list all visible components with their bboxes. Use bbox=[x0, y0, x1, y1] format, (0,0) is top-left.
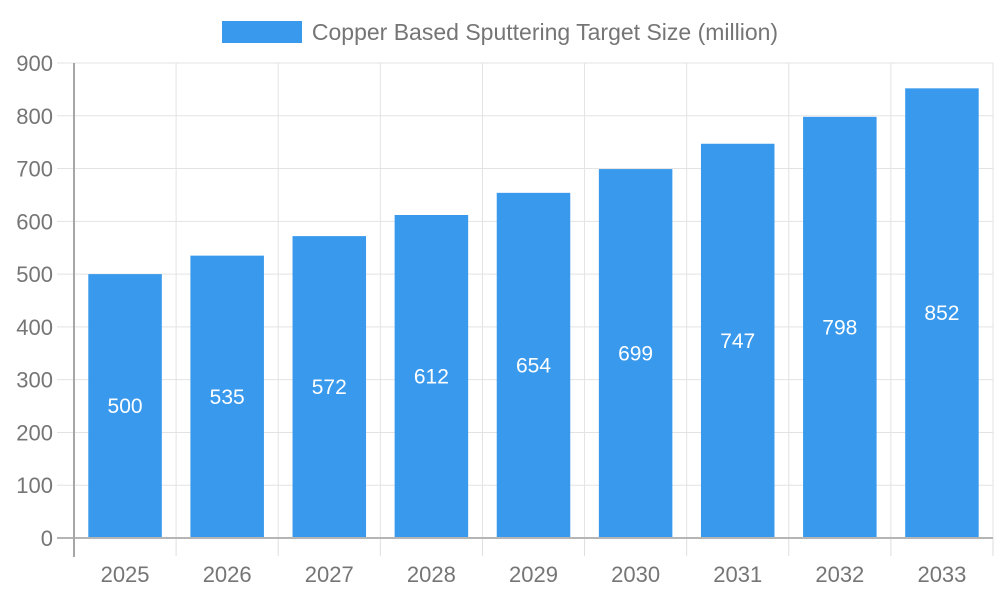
bar-2028[interactable] bbox=[394, 215, 469, 538]
bar-value-label: 500 bbox=[108, 395, 143, 418]
bar-value-label: 612 bbox=[414, 366, 449, 389]
bar-2033[interactable] bbox=[905, 88, 979, 538]
y-tick-label: 0 bbox=[41, 526, 53, 551]
y-tick-label: 200 bbox=[16, 420, 53, 445]
bar-2027[interactable] bbox=[292, 236, 367, 538]
y-tick-label: 800 bbox=[16, 104, 53, 129]
bar-value-label: 572 bbox=[312, 376, 347, 399]
bar-2031[interactable] bbox=[700, 143, 775, 538]
y-tick-label: 500 bbox=[16, 262, 53, 287]
y-tick-label: 300 bbox=[16, 368, 53, 393]
x-tick-label: 2029 bbox=[509, 562, 558, 587]
x-tick-label: 2032 bbox=[815, 562, 864, 587]
bar-value-label: 798 bbox=[822, 316, 857, 339]
x-tick-label: 2027 bbox=[305, 562, 354, 587]
y-tick-label: 400 bbox=[16, 315, 53, 340]
bar-2026[interactable] bbox=[190, 255, 264, 538]
bar-2029[interactable] bbox=[496, 192, 571, 539]
legend-color-swatch bbox=[221, 21, 302, 43]
x-tick-label: 2028 bbox=[407, 562, 456, 587]
bar-2025[interactable] bbox=[88, 274, 162, 538]
x-tick-label: 2025 bbox=[101, 562, 150, 587]
bar-value-label: 852 bbox=[924, 302, 959, 325]
x-tick-label: 2033 bbox=[917, 562, 966, 587]
y-tick-label: 600 bbox=[16, 209, 53, 234]
bar-2032[interactable] bbox=[803, 116, 877, 538]
bar-value-label: 699 bbox=[618, 343, 653, 366]
y-tick-label: 100 bbox=[16, 473, 53, 498]
bar-value-label: 747 bbox=[720, 330, 755, 353]
bar-2030[interactable] bbox=[598, 169, 673, 539]
chart-legend[interactable]: Copper Based Sputtering Target Size (mil… bbox=[0, 19, 1000, 45]
y-tick-label: 700 bbox=[16, 157, 53, 182]
legend-series-label: Copper Based Sputtering Target Size (mil… bbox=[311, 19, 779, 45]
x-tick-label: 2030 bbox=[611, 562, 660, 587]
x-tick-label: 2031 bbox=[713, 562, 762, 587]
bar-value-label: 654 bbox=[516, 354, 551, 377]
x-tick-label: 2026 bbox=[203, 562, 252, 587]
bar-value-label: 535 bbox=[210, 386, 245, 409]
y-tick-label: 900 bbox=[16, 51, 53, 76]
